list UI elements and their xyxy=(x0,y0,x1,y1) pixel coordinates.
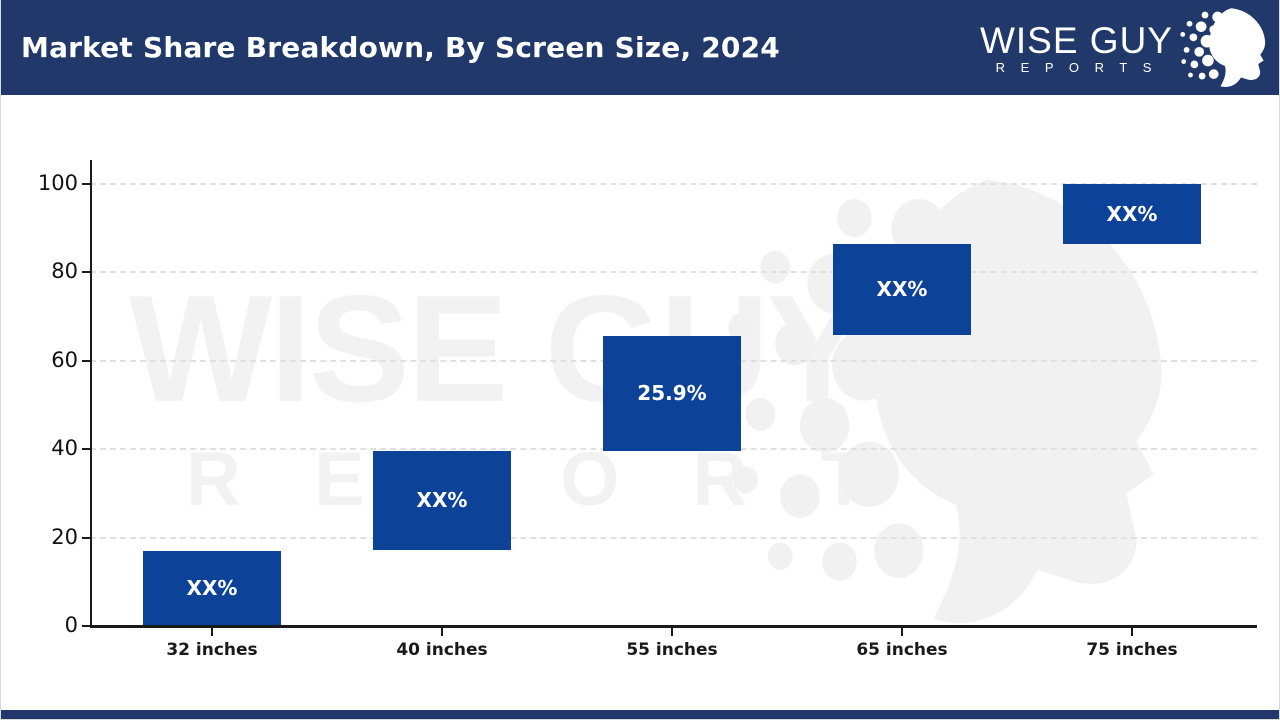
bar-75-inches: XX% xyxy=(1063,184,1201,245)
footer-stripe xyxy=(1,710,1279,719)
logo-wordmark: WISE GUY xyxy=(979,19,1173,61)
bar-32-inches: XX% xyxy=(143,550,281,626)
y-tick xyxy=(82,448,90,451)
y-tick-label: 0 xyxy=(64,613,78,637)
header: Market Share Breakdown, By Screen Size, … xyxy=(1,0,1279,95)
x-tick-label: 75 inches xyxy=(1086,640,1178,660)
y-tick xyxy=(82,271,90,274)
watermark-wordmark: WISE GUY xyxy=(129,264,868,434)
y-tick-label: 20 xyxy=(51,524,78,549)
wiseguy-logo: WISE GUY R E P O R T S xyxy=(980,4,1267,90)
y-tick-label: 80 xyxy=(51,259,78,284)
gridline-100 xyxy=(90,183,1257,185)
y-tick xyxy=(82,536,90,539)
page-title: Market Share Breakdown, By Screen Size, … xyxy=(21,31,780,64)
y-axis-line xyxy=(90,160,92,628)
wiseguy-face-icon xyxy=(1180,8,1266,87)
y-tick xyxy=(82,625,90,627)
bar-40-inches: XX% xyxy=(373,450,511,550)
bar-value-label: 25.9% xyxy=(637,381,707,406)
x-tick-label: 55 inches xyxy=(626,640,718,660)
bar-value-label: XX% xyxy=(1106,202,1158,227)
bar-value-label: XX% xyxy=(416,488,468,513)
bar-value-label: XX% xyxy=(876,277,928,302)
bar-55-inches: 25.9% xyxy=(603,336,741,451)
x-tick xyxy=(1131,628,1133,636)
gridline-80 xyxy=(90,271,1257,274)
y-tick-label: 60 xyxy=(51,347,78,372)
x-tick-label: 32 inches xyxy=(166,640,258,660)
wiseguy-logo-text: WISE GUY R E P O R T S xyxy=(980,20,1173,75)
x-tick xyxy=(901,628,903,636)
y-tick xyxy=(82,183,90,185)
bar-value-label: XX% xyxy=(186,576,238,601)
x-tick xyxy=(671,628,673,636)
logo-subtitle: R E P O R T S xyxy=(995,59,1158,75)
gridline-20 xyxy=(90,536,1257,539)
x-tick xyxy=(211,628,213,636)
bar-65-inches: XX% xyxy=(833,244,971,335)
y-tick xyxy=(82,359,90,362)
x-tick-label: 40 inches xyxy=(396,640,488,660)
y-tick-label: 100 xyxy=(37,171,78,195)
x-axis-line xyxy=(90,625,1257,628)
x-tick-label: 65 inches xyxy=(856,640,948,660)
x-tick xyxy=(441,628,443,636)
y-tick-label: 40 xyxy=(51,436,78,461)
